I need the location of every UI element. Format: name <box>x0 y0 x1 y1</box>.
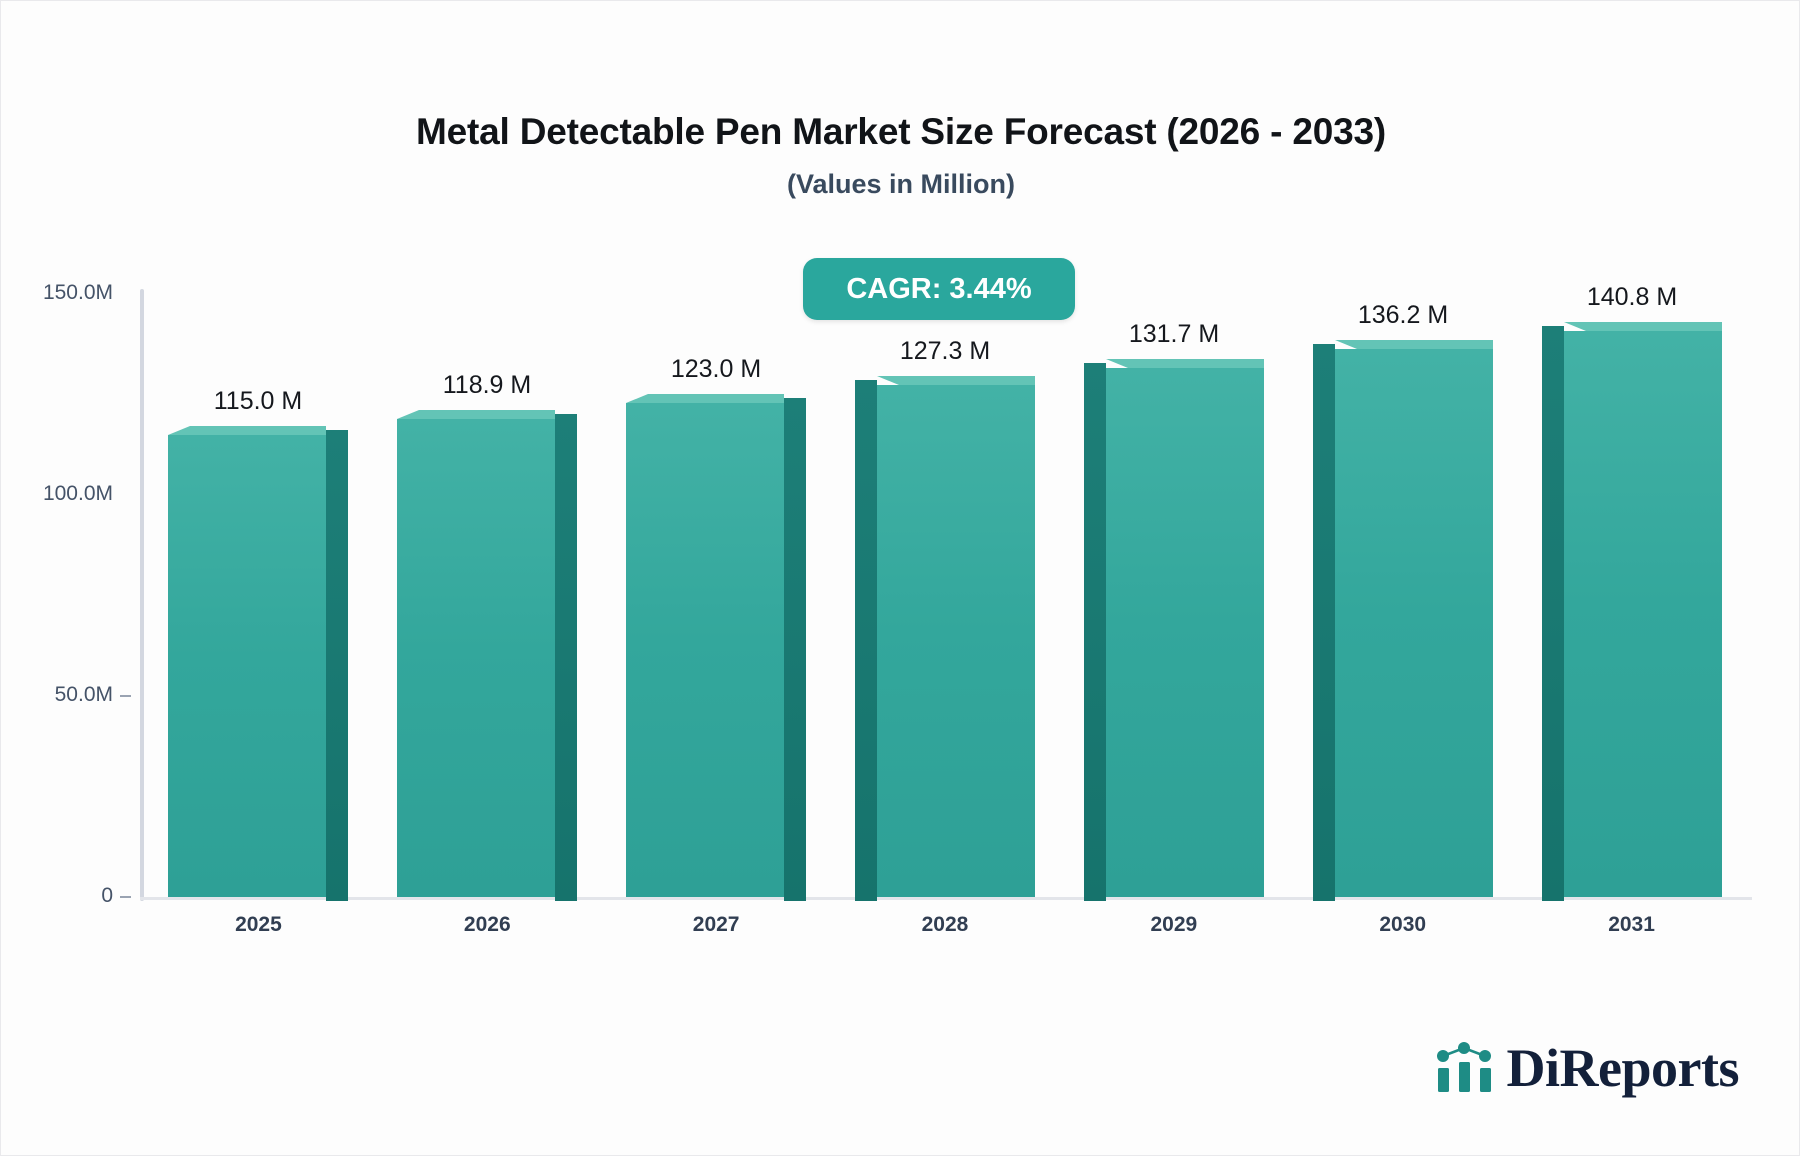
bar-value-label: 115.0 M <box>213 387 303 415</box>
bar-side-face <box>784 398 806 901</box>
bar-chart-icon <box>1435 1042 1497 1094</box>
bar-value-label: 118.9 M <box>442 371 532 399</box>
bar-top-face <box>1335 340 1493 349</box>
bar-front-face <box>168 435 326 897</box>
bar-front-face <box>397 419 555 897</box>
bar-top-face <box>877 376 1035 385</box>
chart-title: Metal Detectable Pen Market Size Forecas… <box>416 111 1386 152</box>
bar-top-face <box>626 394 784 403</box>
x-tick-label: 2030 <box>1379 913 1427 936</box>
bar-front-face <box>626 403 784 897</box>
y-tick-label: 100.0M <box>42 482 113 505</box>
bar-top-face <box>1106 359 1264 368</box>
logo-wordmark: DiReports <box>1506 1038 1740 1098</box>
bar-value-label: 136.2 M <box>1357 301 1449 329</box>
x-tick-label: 2026 <box>463 913 511 936</box>
y-tick-mark <box>120 695 131 697</box>
bar-front-face <box>1564 331 1722 897</box>
bar-top-face <box>168 426 326 435</box>
y-axis-line <box>140 289 144 901</box>
bar-value-label: 140.8 M <box>1586 283 1678 311</box>
x-tick-label: 2031 <box>1608 913 1655 936</box>
x-tick-label: 2027 <box>692 913 740 936</box>
bar-side-face <box>1542 326 1564 901</box>
bar-front-face <box>1335 349 1493 897</box>
bar-front-face <box>877 385 1035 897</box>
bar-side-face <box>1313 344 1335 901</box>
bar-value-label: 127.3 M <box>899 337 991 365</box>
bar-side-face <box>855 380 877 901</box>
x-tick-label: 2028 <box>921 913 969 936</box>
x-tick-label: 2029 <box>1150 913 1198 936</box>
chart-subtitle: (Values in Million) <box>786 169 1016 199</box>
bar-side-face <box>1084 363 1106 901</box>
x-tick-label: 2025 <box>235 913 282 936</box>
bar-front-face <box>1106 368 1264 897</box>
y-tick-label: 150.0M <box>42 281 113 304</box>
direports-logo: DiReports <box>1435 1038 1740 1098</box>
cagr-badge-label: CAGR: 3.44% <box>846 272 1032 305</box>
y-tick-mark <box>120 896 131 898</box>
y-tick-label: 0 <box>101 884 113 907</box>
bar-side-face <box>326 430 348 901</box>
bar-value-label: 131.7 M <box>1128 320 1220 348</box>
bar-side-face <box>555 414 577 901</box>
bar-value-label: 123.0 M <box>670 355 762 383</box>
bar-top-face <box>397 410 555 419</box>
cagr-badge: CAGR: 3.44% <box>803 258 1075 320</box>
y-tick-label: 50.0M <box>54 683 113 706</box>
x-axis-line <box>140 897 1752 900</box>
bar-top-face <box>1564 322 1722 331</box>
